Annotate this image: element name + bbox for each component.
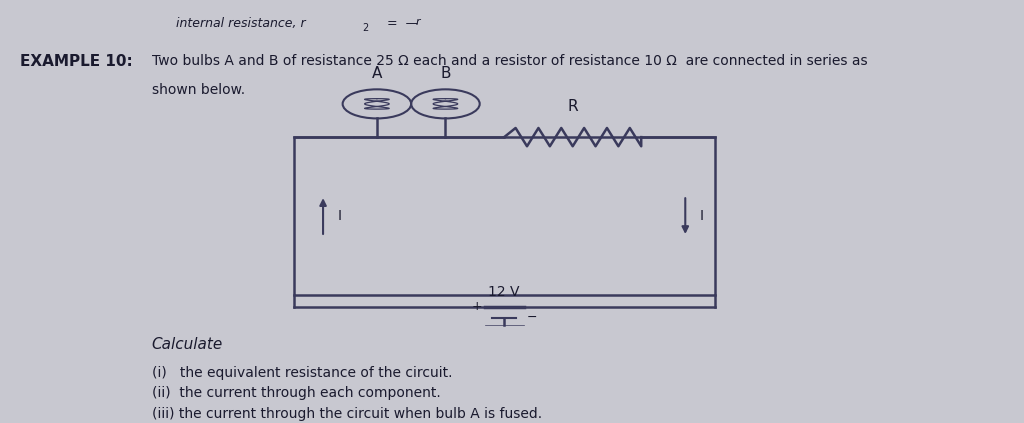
Text: Calculate: Calculate [152, 337, 223, 352]
Text: I: I [700, 209, 703, 223]
Text: B: B [440, 66, 451, 81]
Text: R: R [567, 99, 578, 114]
Text: shown below.: shown below. [152, 83, 245, 97]
Text: (ii)  the current through each component.: (ii) the current through each component. [152, 387, 440, 401]
Text: A: A [372, 66, 382, 81]
Text: I: I [338, 209, 342, 223]
Text: (i)   the equivalent resistance of the circuit.: (i) the equivalent resistance of the cir… [152, 365, 453, 380]
Text: =  —: = — [387, 16, 418, 30]
Text: r: r [416, 17, 421, 27]
Text: (iii) the current through the circuit when bulb A is fused.: (iii) the current through the circuit wh… [152, 407, 542, 421]
Text: internal resistance, r: internal resistance, r [176, 16, 306, 30]
Text: EXAMPLE 10:: EXAMPLE 10: [19, 54, 132, 69]
Text: 12 V: 12 V [488, 285, 520, 299]
Text: 2: 2 [362, 23, 369, 33]
Text: Two bulbs A and B of resistance 25 Ω each and a resistor of resistance 10 Ω  are: Two bulbs A and B of resistance 25 Ω eac… [152, 54, 867, 68]
Text: −: − [526, 311, 537, 324]
Text: +: + [471, 300, 482, 313]
